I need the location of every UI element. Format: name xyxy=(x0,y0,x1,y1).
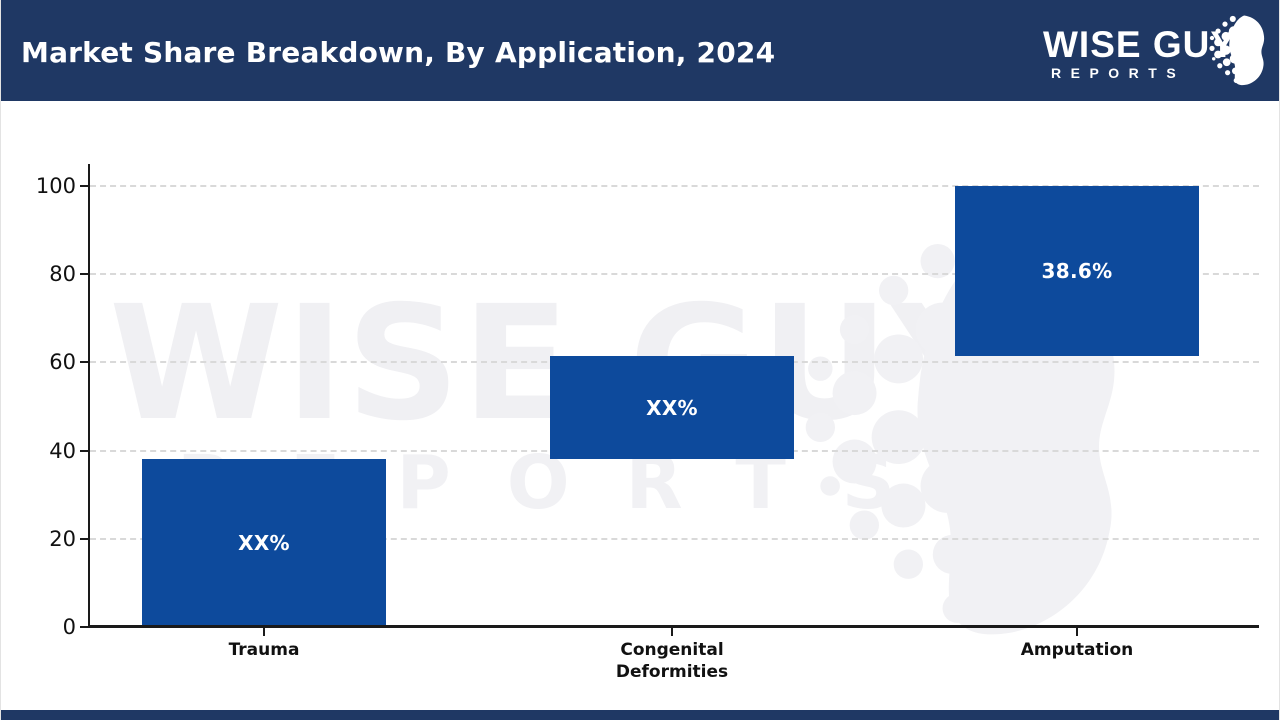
x-category-label: Trauma xyxy=(228,640,300,660)
y-tick xyxy=(80,361,88,364)
y-tick-label: 40 xyxy=(49,438,76,463)
logo: WISE GUY REPORTS xyxy=(1003,8,1271,94)
y-tick xyxy=(80,626,88,628)
y-tick xyxy=(80,185,88,187)
y-tick xyxy=(80,273,88,276)
logo-text-secondary: REPORTS xyxy=(1051,65,1186,81)
gridline xyxy=(90,185,1259,187)
y-tick-label: 0 xyxy=(62,615,76,639)
bar: XX% xyxy=(142,459,386,627)
bar-value-label: XX% xyxy=(646,395,698,420)
y-tick xyxy=(80,449,88,452)
y-tick xyxy=(80,537,88,540)
x-tick xyxy=(263,628,265,636)
x-category-label: Amputation xyxy=(1020,640,1134,660)
y-tick-label: 60 xyxy=(49,350,76,375)
x-tick xyxy=(671,628,673,636)
y-tick-label: 80 xyxy=(49,262,76,287)
bar: XX% xyxy=(550,356,794,460)
gridline xyxy=(90,273,1259,276)
x-tick xyxy=(1076,628,1078,636)
logo-text-primary: WISE GUY xyxy=(1043,24,1237,65)
bar-value-label: 38.6% xyxy=(1041,259,1113,284)
footer xyxy=(1,710,1279,720)
gridline xyxy=(90,537,1259,540)
x-axis-line xyxy=(88,625,1259,628)
page-title: Market Share Breakdown, By Application, … xyxy=(21,36,776,69)
y-tick-label: 100 xyxy=(35,174,76,198)
y-tick-label: 20 xyxy=(49,526,76,551)
bar-value-label: XX% xyxy=(238,531,290,556)
bar: 38.6% xyxy=(955,186,1199,357)
logo-face-icon xyxy=(1209,15,1265,86)
x-category-label: Congenital Deformities xyxy=(615,640,729,683)
header: Market Share Breakdown, By Application, … xyxy=(1,0,1279,101)
y-axis-line xyxy=(88,164,90,628)
